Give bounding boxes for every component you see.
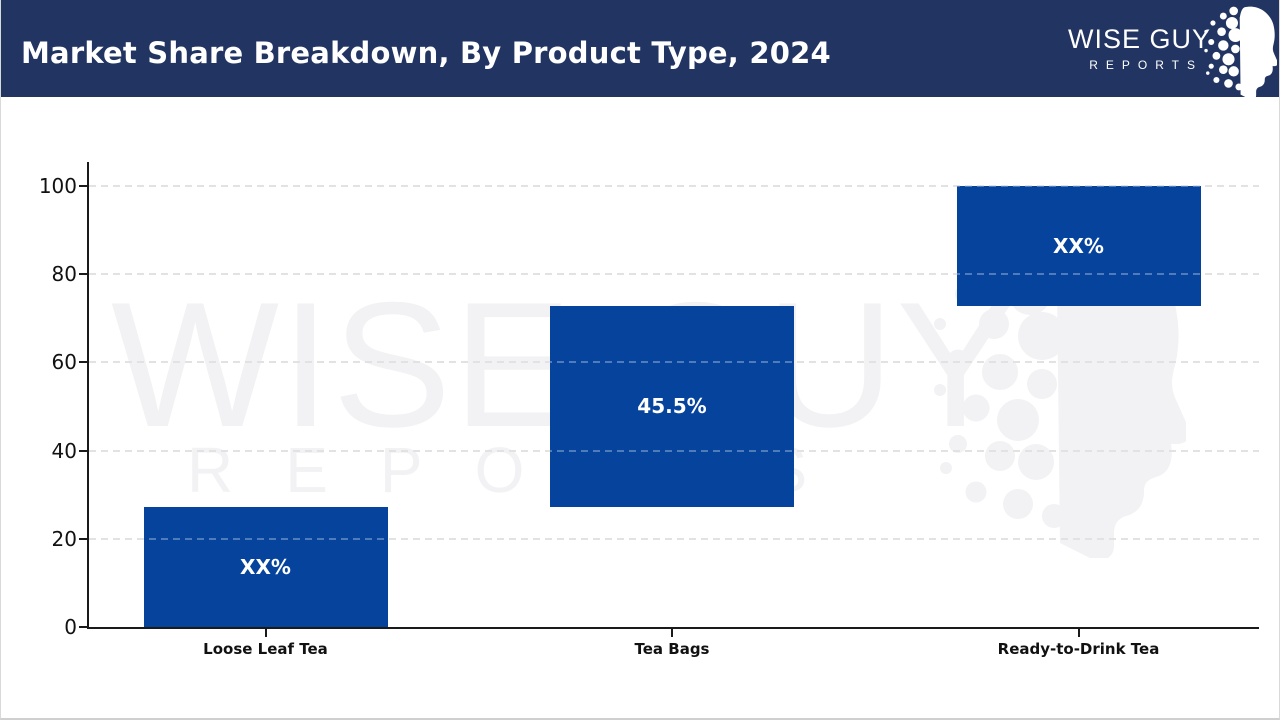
x-category-label: Ready-to-Drink Tea bbox=[997, 640, 1160, 658]
x-tick-mark bbox=[1077, 629, 1080, 637]
y-tick-mark bbox=[79, 626, 87, 628]
y-gridline-overlay bbox=[89, 361, 1259, 364]
y-gridline bbox=[89, 273, 1259, 276]
bar-tea-bags: 45.5% bbox=[550, 305, 794, 507]
y-tick-label: 60 bbox=[51, 350, 77, 375]
y-tick-label: 100 bbox=[38, 174, 77, 198]
y-tick-mark bbox=[79, 185, 87, 187]
y-gridline-overlay bbox=[89, 185, 1259, 187]
y-gridline bbox=[89, 185, 1259, 187]
x-tick-mark bbox=[671, 629, 673, 637]
y-tick-label: 20 bbox=[51, 526, 77, 551]
y-tick-mark bbox=[79, 537, 87, 540]
bar-value-label: 45.5% bbox=[637, 394, 707, 419]
x-category-label: Tea Bags bbox=[634, 640, 710, 658]
y-gridline bbox=[89, 537, 1259, 540]
y-tick-label: 80 bbox=[51, 262, 77, 287]
y-tick-label: 0 bbox=[64, 615, 77, 639]
x-tick-mark bbox=[264, 629, 267, 637]
bar-loose-leaf-tea: XX% bbox=[143, 506, 388, 627]
y-gridline-overlay bbox=[89, 449, 1259, 452]
x-category-label: Loose Leaf Tea bbox=[203, 640, 328, 658]
y-tick-mark bbox=[79, 273, 87, 276]
wiseguy-face-logo-icon bbox=[1204, 6, 1277, 99]
bar-value-label: XX% bbox=[240, 554, 291, 579]
wiseguy-logo: WISE GUY REPORTS bbox=[1023, 0, 1277, 99]
logo-sub: REPORTS bbox=[1089, 58, 1203, 72]
header-bar: Market Share Breakdown, By Product Type,… bbox=[1, 0, 1279, 99]
y-tick-mark bbox=[79, 361, 87, 364]
x-axis-line bbox=[87, 627, 1259, 629]
y-axis-line bbox=[87, 162, 89, 628]
logo-wordmark: WISE GUY bbox=[1067, 24, 1211, 54]
y-tick-mark bbox=[79, 449, 87, 452]
page-title: Market Share Breakdown, By Product Type,… bbox=[21, 36, 831, 70]
y-gridline-overlay bbox=[89, 537, 1259, 540]
y-tick-label: 40 bbox=[51, 438, 77, 463]
y-gridline-overlay bbox=[89, 273, 1259, 276]
